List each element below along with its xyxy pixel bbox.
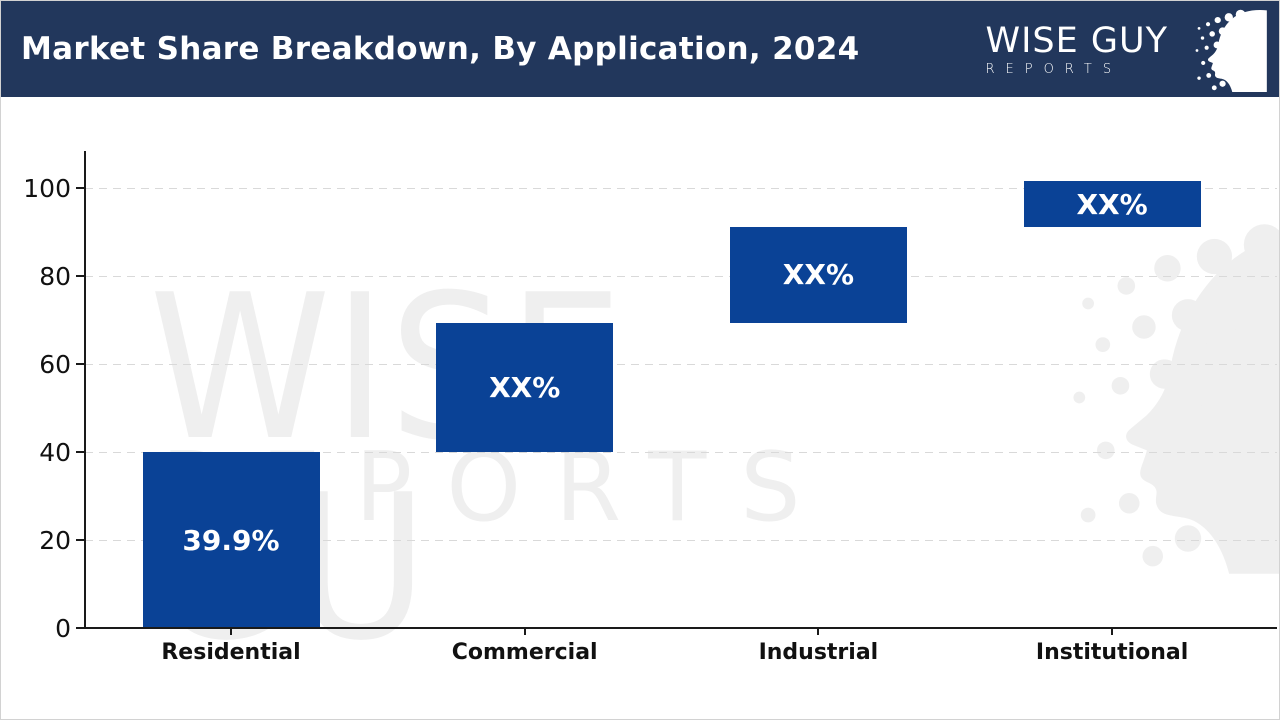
y-axis-line <box>84 151 86 629</box>
bar-commercial: XX% <box>436 322 614 453</box>
y-tick-label-20: 20 <box>39 526 71 555</box>
x-axis-line <box>84 627 1277 629</box>
gridline-80 <box>85 276 1277 277</box>
y-tick-100 <box>76 187 84 189</box>
y-tick-label-80: 80 <box>39 262 71 291</box>
bar-industrial: XX% <box>729 226 907 323</box>
y-tick-20 <box>76 539 84 541</box>
logo-wordmark: WISE GUY <box>985 21 1168 61</box>
y-tick-label-100: 100 <box>23 174 71 203</box>
x-tick-commercial <box>523 629 526 635</box>
category-label-institutional: Institutional <box>1035 640 1189 665</box>
x-tick-institutional <box>1111 629 1114 635</box>
page-title: Market Share Breakdown, By Application, … <box>21 31 860 67</box>
gridline-100 <box>85 188 1277 189</box>
y-tick-40 <box>76 451 84 453</box>
category-label-industrial: Industrial <box>758 640 879 665</box>
x-tick-industrial <box>817 629 820 635</box>
logo-text: WISE GUY REPORTS <box>985 21 1168 77</box>
bar-value-label: XX% <box>1076 187 1148 221</box>
bar-residential: 39.9% <box>142 452 320 628</box>
face-profile-dots-icon <box>1195 9 1267 92</box>
bar-institutional: XX% <box>1023 181 1201 227</box>
gridline-20 <box>85 540 1277 541</box>
x-tick-residential <box>230 629 232 635</box>
y-tick-60 <box>76 363 84 365</box>
gridline-40 <box>85 452 1277 453</box>
bar-value-label: XX% <box>782 258 854 292</box>
gridline-60 <box>85 364 1277 365</box>
logo-reports-text: REPORTS <box>985 62 1123 77</box>
header: Market Share Breakdown, By Application, … <box>1 1 1279 97</box>
y-tick-80 <box>76 275 84 277</box>
bar-value-label: XX% <box>489 371 561 405</box>
wise-guy-logo: WISE GUY REPORTS <box>985 7 1267 93</box>
category-label-residential: Residential <box>161 640 301 665</box>
y-tick-label-60: 60 <box>39 350 71 379</box>
bar-value-label: 39.9% <box>182 523 280 557</box>
y-tick-label-0: 0 <box>55 614 71 643</box>
y-tick-0 <box>76 627 84 629</box>
category-label-commercial: Commercial <box>451 640 598 665</box>
y-tick-label-40: 40 <box>39 438 71 467</box>
